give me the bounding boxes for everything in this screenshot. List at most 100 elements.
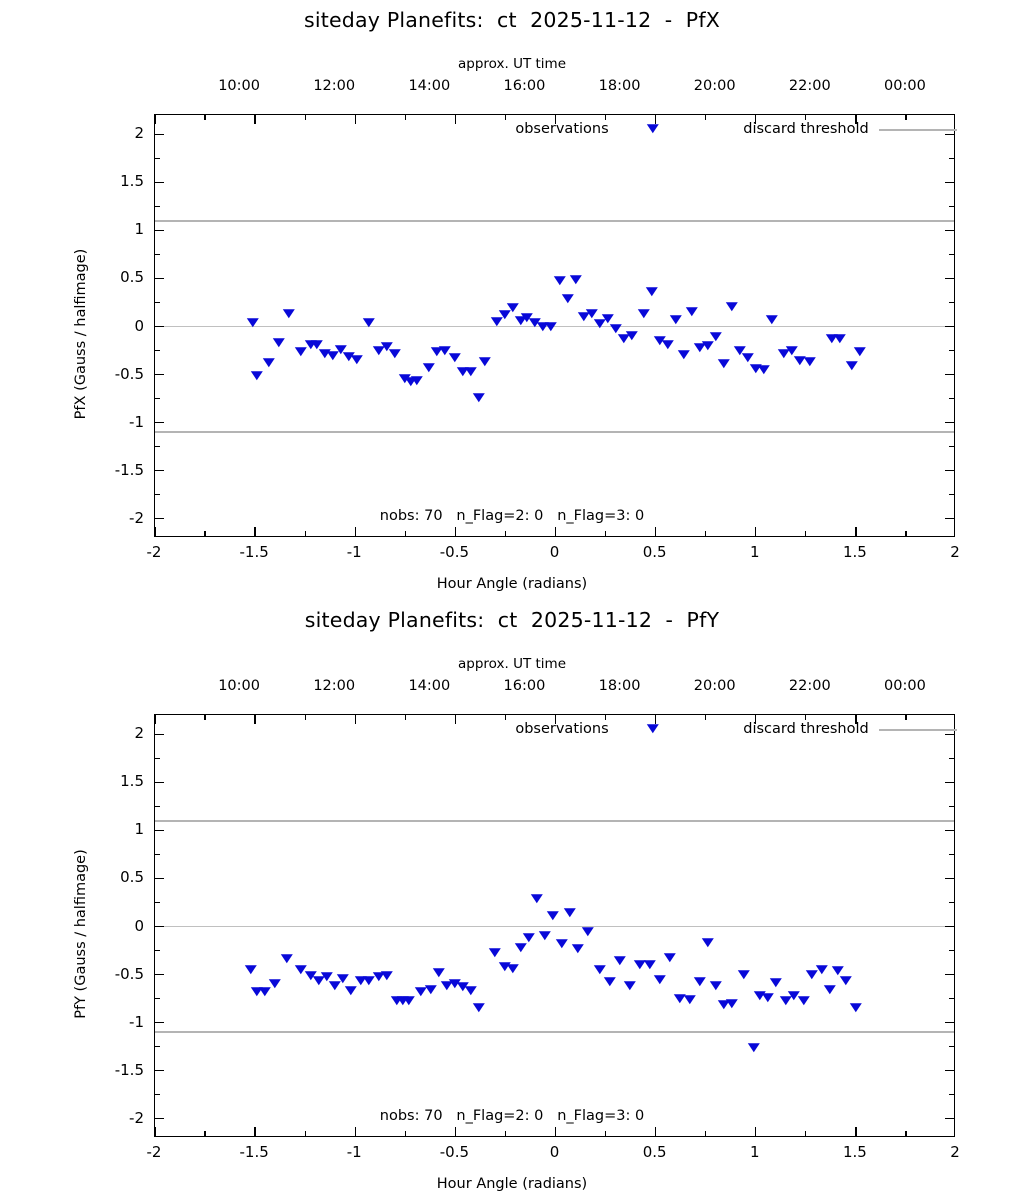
data-point-marker xyxy=(737,969,750,979)
y-axis-label-pfx: PfX (Gauss / halfimage) xyxy=(73,248,89,420)
axis-tick xyxy=(855,527,857,536)
axis-tick xyxy=(945,229,954,231)
data-point-marker xyxy=(389,349,402,359)
x-tick-label: 1 xyxy=(749,1143,760,1161)
data-point-marker xyxy=(805,969,818,979)
y-tick-label: -0.5 xyxy=(114,964,144,983)
data-point-marker xyxy=(849,1003,862,1013)
data-point-marker xyxy=(585,309,598,319)
axis-tick xyxy=(155,877,164,880)
ut-time-tick-label: 10:00 xyxy=(218,678,260,694)
axis-tick xyxy=(155,421,164,424)
plot-area-pfx[interactable] xyxy=(154,114,955,537)
ut-time-tick-label: 00:00 xyxy=(884,678,926,694)
data-point-marker xyxy=(753,990,766,1000)
y-tick-label: -1 xyxy=(129,1012,144,1031)
data-point-marker xyxy=(507,303,520,313)
x-tick-label: 0 xyxy=(549,1143,560,1161)
axis-tick xyxy=(155,301,160,304)
data-point-marker xyxy=(571,943,584,953)
axis-tick xyxy=(155,733,164,735)
axis-tick xyxy=(654,715,657,724)
data-point-marker xyxy=(717,359,730,369)
data-point-marker xyxy=(547,911,560,921)
ut-time-tick-label: 12:00 xyxy=(313,78,356,94)
data-point-marker xyxy=(717,1000,730,1010)
data-point-marker xyxy=(839,976,852,986)
data-point-marker xyxy=(797,996,810,1006)
ut-time-tick-label: 22:00 xyxy=(788,678,831,694)
ut-time-tick-label: 10:00 xyxy=(218,78,260,94)
data-point-marker xyxy=(663,953,676,963)
axis-tick xyxy=(254,115,256,124)
data-point-marker xyxy=(669,314,682,324)
data-point-marker xyxy=(439,346,452,356)
data-point-marker xyxy=(693,977,706,987)
axis-tick xyxy=(945,325,954,328)
axis-tick xyxy=(949,1094,954,1096)
y-tick-labels-pfy: 2 1.5 1 0.5 0 -0.5 -1 -1.5 -2 xyxy=(82,714,144,1137)
axis-tick xyxy=(949,494,954,496)
data-point-marker xyxy=(709,981,722,991)
plot-area-pfy[interactable] xyxy=(154,714,955,1137)
axis-tick xyxy=(254,527,256,536)
data-point-marker xyxy=(351,355,364,365)
axis-tick xyxy=(805,1131,807,1136)
axis-tick xyxy=(949,157,954,159)
axis-tick xyxy=(404,115,406,120)
axis-tick xyxy=(155,527,156,536)
data-point-marker xyxy=(701,340,714,350)
data-point-marker xyxy=(561,293,574,303)
data-point-marker xyxy=(569,275,582,285)
ut-time-tick-label: 20:00 xyxy=(693,78,736,94)
x-tick-label: -0.5 xyxy=(439,1143,470,1161)
axis-tick xyxy=(949,949,954,952)
axis-tick xyxy=(604,1131,607,1136)
y-tick-label: 2 xyxy=(134,724,144,743)
axis-tick xyxy=(705,715,707,720)
y-tick-label: 1 xyxy=(134,220,144,239)
data-point-marker xyxy=(423,363,436,373)
axis-tick xyxy=(945,181,954,183)
data-point-marker xyxy=(457,366,470,376)
y-axis-label-pfy: PfY (Gauss / halfimage) xyxy=(73,849,89,1019)
data-point-marker xyxy=(411,376,424,386)
data-point-marker xyxy=(683,994,696,1004)
data-point-marker xyxy=(625,331,638,341)
axis-tick xyxy=(905,715,907,720)
axis-tick xyxy=(949,901,954,904)
discard-threshold-line xyxy=(155,1031,954,1034)
data-point-marker xyxy=(853,347,866,357)
x-tick-label: 2 xyxy=(950,1143,960,1161)
data-point-marker xyxy=(725,999,738,1009)
axis-tick xyxy=(755,1127,757,1136)
data-point-marker xyxy=(539,931,552,941)
data-point-marker xyxy=(633,960,646,970)
axis-tick xyxy=(949,301,954,304)
axis-tick xyxy=(654,115,657,124)
data-point-marker xyxy=(779,996,792,1006)
ut-time-tick-label: 20:00 xyxy=(693,678,736,694)
x-tick-label: -0.5 xyxy=(439,543,470,561)
data-point-marker xyxy=(457,982,470,992)
axis-tick xyxy=(155,494,160,496)
axis-tick xyxy=(454,1127,457,1136)
data-point-marker xyxy=(250,371,263,381)
data-point-marker xyxy=(761,992,774,1002)
data-point-marker xyxy=(545,322,558,332)
x-tick-label: -2 xyxy=(146,1143,162,1161)
ut-time-tick-label: 00:00 xyxy=(884,78,926,94)
axis-tick xyxy=(945,1070,954,1072)
axis-tick xyxy=(155,715,156,724)
data-point-marker xyxy=(373,345,386,355)
data-point-marker xyxy=(553,276,566,286)
axis-tick xyxy=(705,1131,707,1136)
data-point-marker xyxy=(310,339,323,349)
data-point-marker xyxy=(637,309,650,319)
data-point-marker xyxy=(479,357,492,367)
data-point-marker xyxy=(673,993,686,1003)
axis-tick xyxy=(155,1046,160,1048)
nobs-annotation-pfy: nobs: 70 n_Flag=2: 0 n_Flag=3: 0 xyxy=(379,1108,645,1124)
data-point-marker xyxy=(693,342,706,352)
x-tick-label: -1.5 xyxy=(239,1143,269,1161)
